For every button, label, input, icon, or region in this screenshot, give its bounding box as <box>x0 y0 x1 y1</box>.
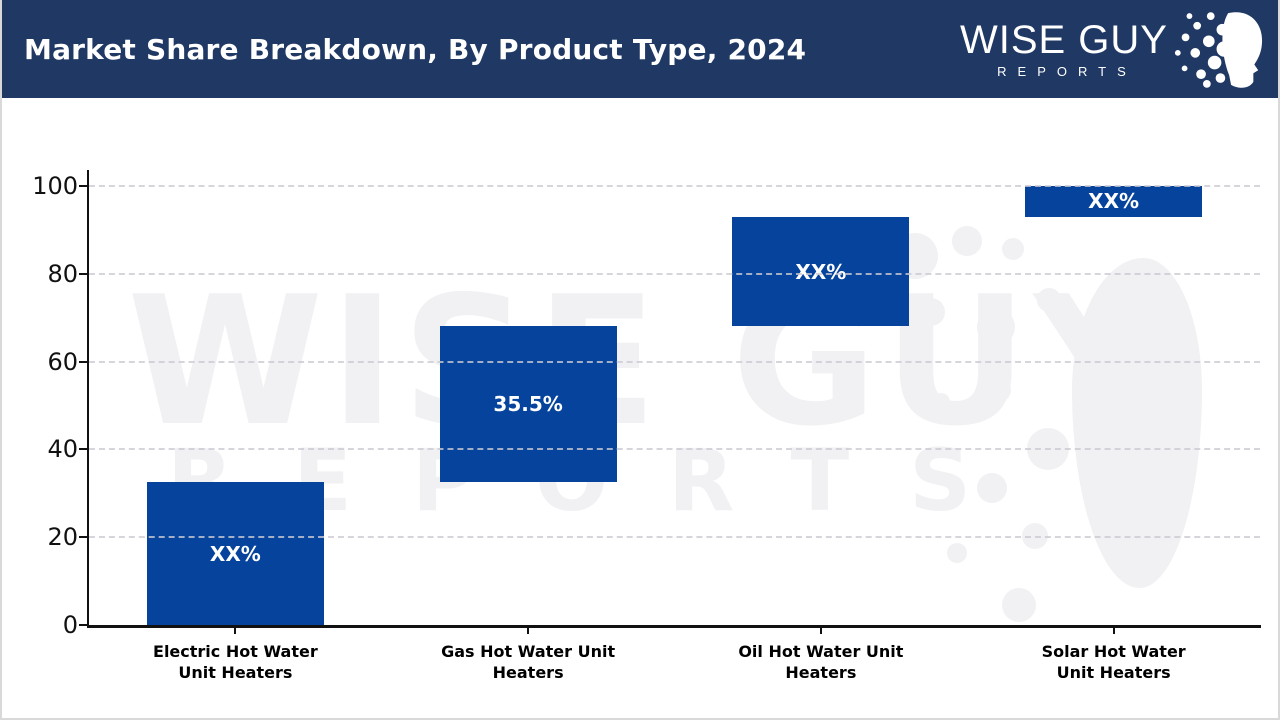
bar-value-label: XX% <box>795 259 847 284</box>
y-tick-mark <box>79 272 88 275</box>
x-category-label-line: Heaters <box>492 663 564 682</box>
page-title: Market Share Breakdown, By Product Type,… <box>24 32 807 66</box>
header: Market Share Breakdown, By Product Type,… <box>2 0 1278 98</box>
bar-oil: XX% <box>732 216 910 327</box>
y-tick-mark <box>79 360 88 363</box>
x-category-label-line: Electric Hot Water <box>153 642 318 661</box>
y-tick-label-100: 100 <box>32 172 78 200</box>
gridline-80 <box>89 272 1260 275</box>
x-category-label-line: Gas Hot Water Unit <box>441 642 616 661</box>
x-tick-mark <box>234 627 237 634</box>
y-tick-label-80: 80 <box>47 259 78 288</box>
y-tick-label-20: 20 <box>47 523 78 552</box>
wiseguy-logo: WISE GUY REPORTS <box>960 7 1264 91</box>
x-tick-mark <box>1112 627 1115 634</box>
x-category-label-line: Unit Heaters <box>178 663 293 682</box>
y-tick-label-0: 0 <box>62 611 78 639</box>
x-category-label-line: Oil Hot Water Unit <box>738 642 904 661</box>
gridline-100 <box>89 185 1260 187</box>
x-tick-mark <box>527 627 530 634</box>
y-tick-mark <box>79 624 88 626</box>
x-tick-mark <box>819 627 822 634</box>
logo-text: WISE GUY REPORTS <box>960 20 1168 79</box>
dotted-face-profile-icon <box>1174 12 1263 88</box>
plot-area: XX% 35.5% XX% XX% <box>89 185 1260 625</box>
x-axis-line <box>87 625 1261 628</box>
y-tick-mark <box>79 536 88 539</box>
bar-value-label: XX% <box>209 541 261 566</box>
gridline-40 <box>89 448 1260 451</box>
y-tick-mark <box>79 448 88 451</box>
x-category-label: Oil Hot Water Unit Heaters <box>671 641 971 683</box>
logo-wordmark: WISE GUY <box>959 17 1168 62</box>
x-category-label-line: Heaters <box>785 663 857 682</box>
bar-gas: 35.5% <box>439 326 617 483</box>
x-category-label: Solar Hot Water Unit Heaters <box>964 641 1264 683</box>
bar-solar: XX% <box>1025 186 1203 217</box>
y-axis-line <box>87 170 89 627</box>
x-category-label: Gas Hot Water Unit Heaters <box>378 641 678 683</box>
logo-subtext: REPORTS <box>997 63 1137 79</box>
x-category-label: Electric Hot Water Unit Heaters <box>85 641 385 683</box>
bar-electric: XX% <box>146 482 324 625</box>
x-category-label-line: Unit Heaters <box>1056 663 1171 682</box>
gridline-60 <box>89 360 1260 363</box>
gridline-20 <box>89 536 1260 539</box>
bar-value-label: XX% <box>1088 189 1140 214</box>
y-tick-label-40: 40 <box>47 435 78 464</box>
x-category-label-line: Solar Hot Water <box>1041 642 1186 661</box>
bar-value-label: 35.5% <box>493 392 563 417</box>
y-tick-label-60: 60 <box>47 347 78 376</box>
y-tick-mark <box>79 185 88 187</box>
